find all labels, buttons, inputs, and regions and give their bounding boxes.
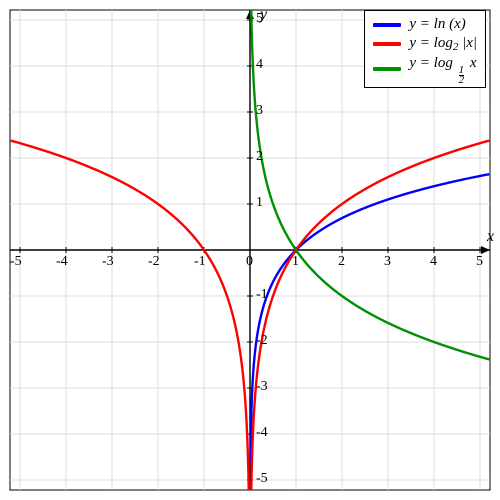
x-tick: -1 <box>194 254 206 270</box>
y-tick: -2 <box>256 333 268 349</box>
y-tick: 1 <box>256 195 263 211</box>
y-tick: -5 <box>256 471 268 487</box>
x-tick: 1 <box>292 254 299 270</box>
x-tick: -5 <box>10 254 22 270</box>
x-tick: 4 <box>430 254 437 270</box>
legend-swatch <box>373 67 401 71</box>
x-tick: -4 <box>56 254 68 270</box>
legend-swatch <box>373 42 401 46</box>
x-tick: 2 <box>338 254 345 270</box>
y-tick: -3 <box>256 379 268 395</box>
y-tick: -1 <box>256 287 268 303</box>
legend-swatch <box>373 23 401 27</box>
legend: y = ln (x) y = log2 |x| y = log 12 x <box>364 10 486 88</box>
legend-item-log2_abs: y = log2 |x| <box>373 34 477 54</box>
legend-label: y = log2 |x| <box>409 35 477 53</box>
y-tick: 2 <box>256 149 263 165</box>
legend-item-log_half: y = log 12 x <box>373 54 477 83</box>
x-tick: 3 <box>384 254 391 270</box>
legend-label: y = ln (x) <box>409 16 465 33</box>
legend-label: y = log 12 x <box>409 55 476 82</box>
x-tick: -3 <box>102 254 114 270</box>
legend-item-ln: y = ln (x) <box>373 15 477 34</box>
y-tick: 3 <box>256 103 263 119</box>
x-axis-label: x <box>487 228 494 246</box>
y-tick: 4 <box>256 57 263 73</box>
x-tick: 5 <box>476 254 483 270</box>
x-tick: -2 <box>148 254 160 270</box>
y-tick: 5 <box>256 11 263 27</box>
y-tick: -4 <box>256 425 268 441</box>
x-tick: 0 <box>246 254 253 270</box>
